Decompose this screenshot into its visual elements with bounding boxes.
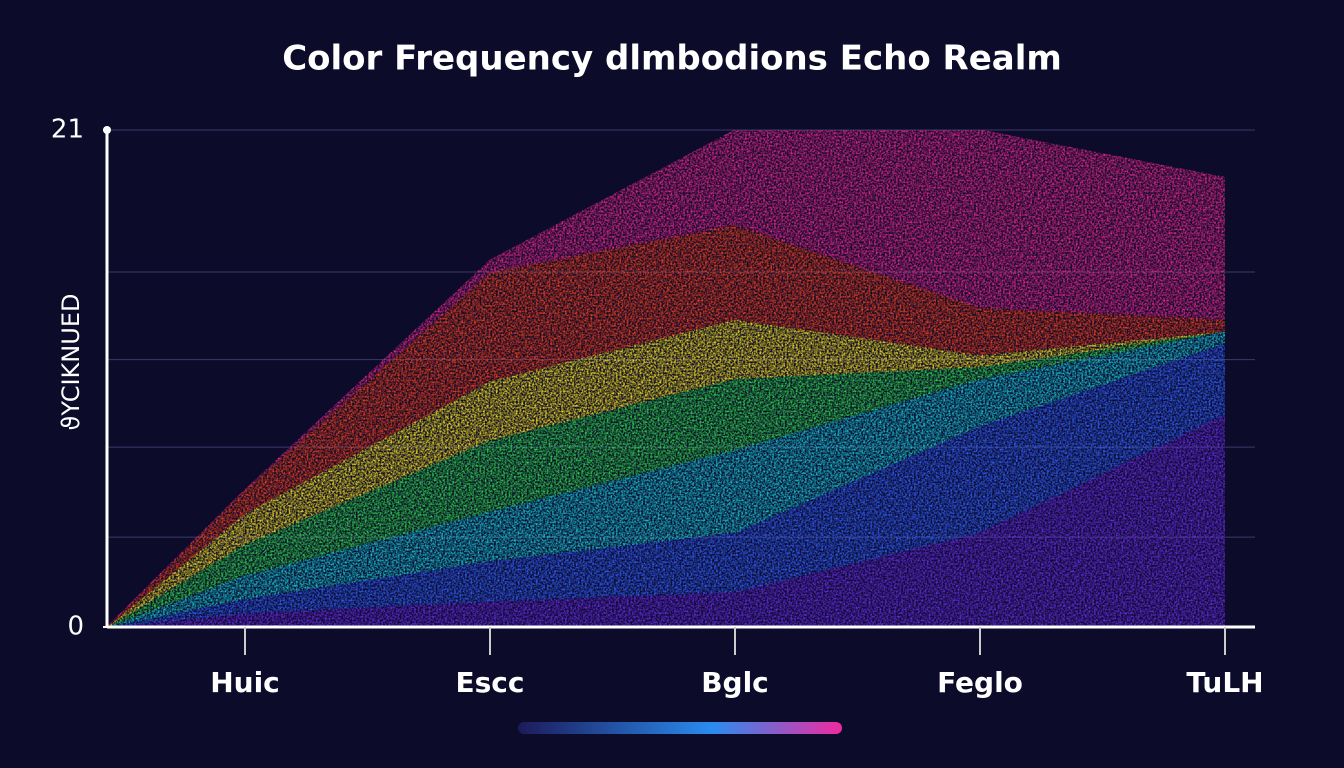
area-layer bbox=[106, 129, 1226, 628]
y-tick-label: 21 bbox=[51, 115, 84, 145]
x-tick-label: Bglc bbox=[701, 666, 769, 699]
axes: 0 21 Huic Escc Bglc Feglo TuLH bbox=[51, 115, 1264, 700]
y-tick-label: 0 bbox=[67, 612, 84, 642]
x-tick-label: Escc bbox=[456, 666, 525, 699]
x-tick-label: Feglo bbox=[937, 666, 1023, 699]
chart-title: Color Frequency dlmbodions Echo Realm bbox=[282, 39, 1062, 79]
x-tick-label: Huic bbox=[210, 666, 280, 699]
x-tick-label: TuLH bbox=[1186, 666, 1263, 699]
color-scale-bar bbox=[518, 722, 842, 734]
area bbox=[106, 129, 1226, 628]
y-axis-label: ϑYCIKNUED bbox=[57, 294, 85, 431]
